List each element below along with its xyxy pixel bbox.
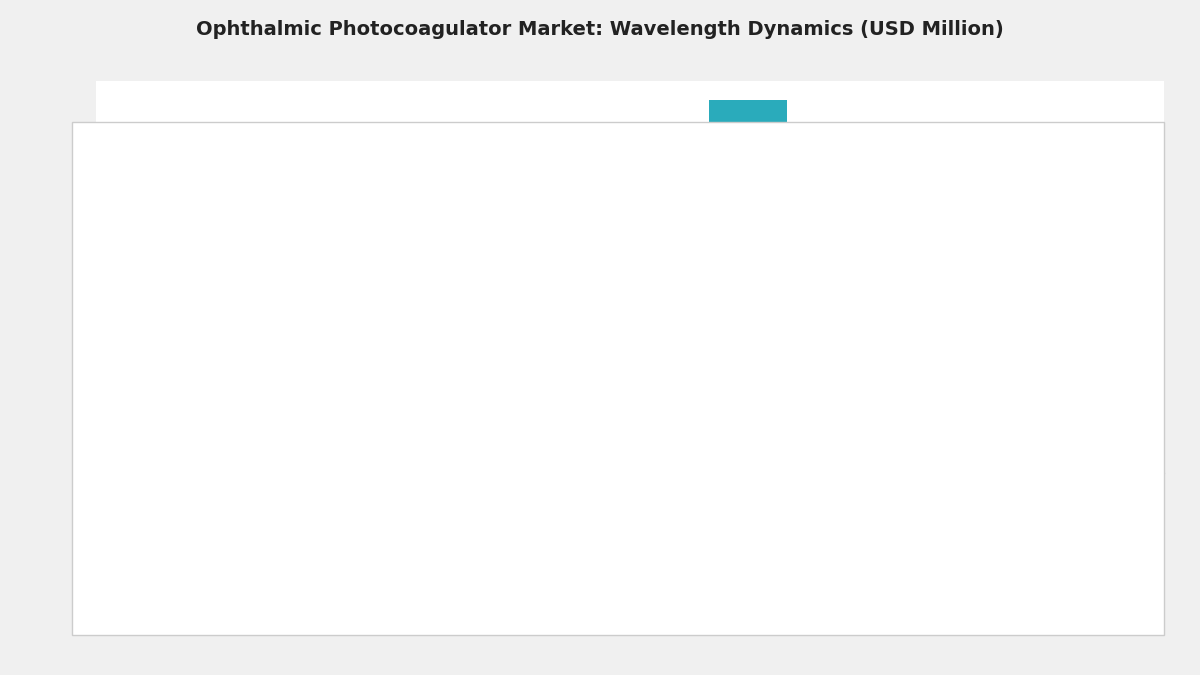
Bar bbox=[242, 271, 319, 472]
Bar bbox=[164, 148, 242, 472]
Text: Ophthalmic Photocoagulator Market: Wavelength Dynamics (USD Million): Ophthalmic Photocoagulator Market: Wavel… bbox=[196, 20, 1004, 39]
Legend: Green Scan Laser Photocoagulator, Yellow Scan Laser Photocoagulator, Red Scan La: Green Scan Laser Photocoagulator, Yellow… bbox=[295, 531, 965, 583]
Bar bbox=[396, 336, 474, 472]
Bar bbox=[941, 291, 1018, 472]
Bar bbox=[319, 320, 396, 472]
Bar bbox=[786, 219, 864, 472]
Bar bbox=[709, 100, 786, 472]
Bar bbox=[864, 284, 941, 472]
